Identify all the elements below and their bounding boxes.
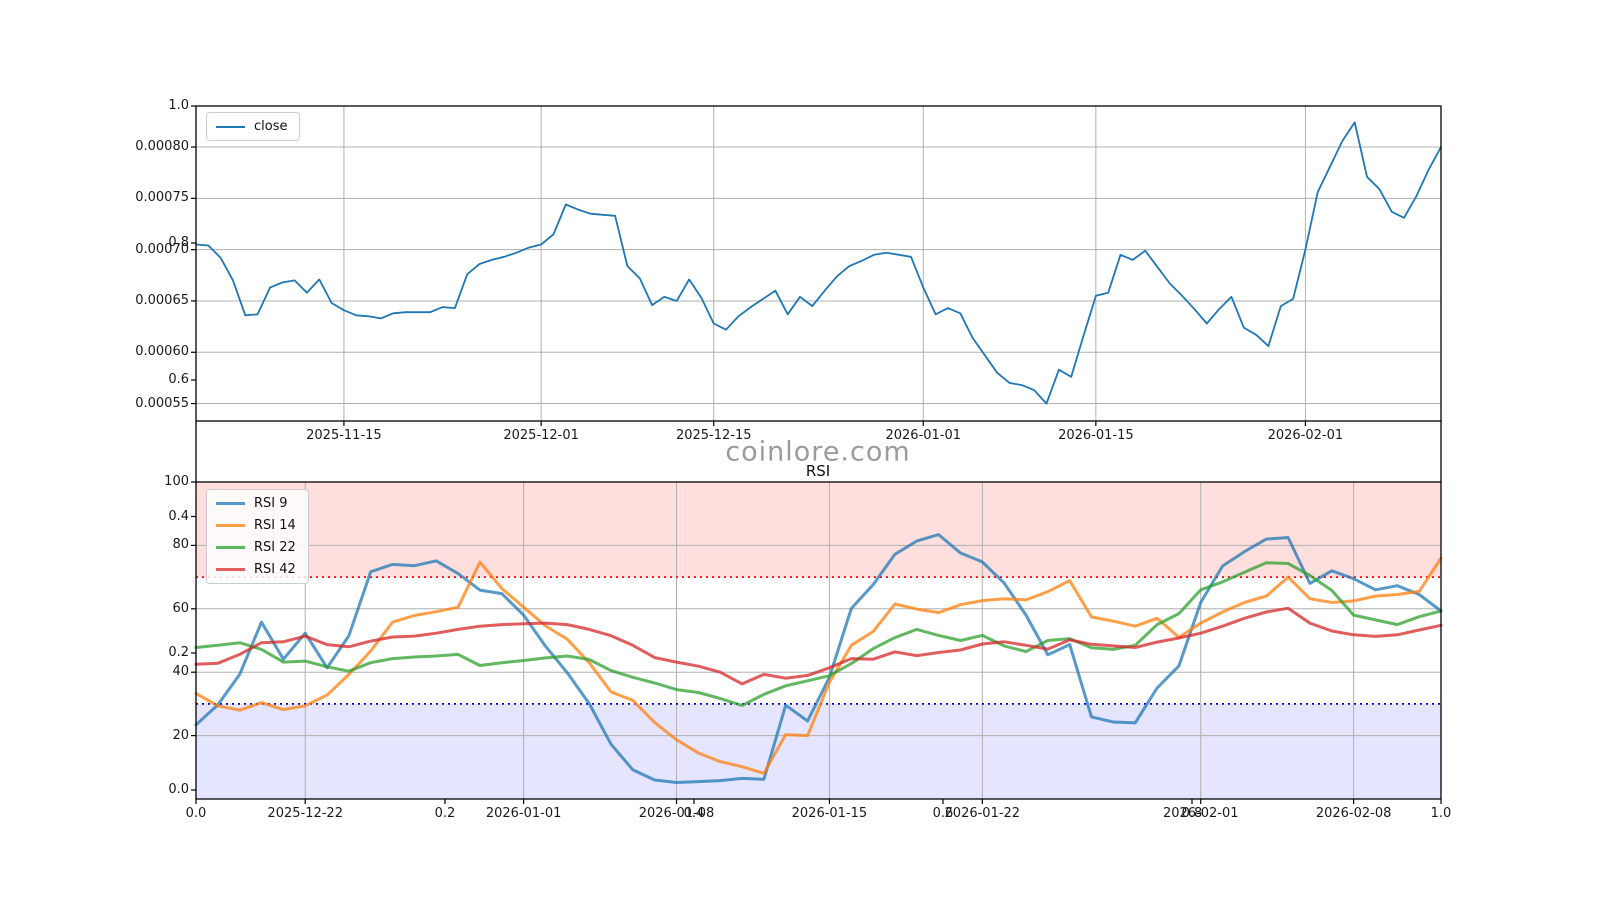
price-tick-label: 0.00070 — [135, 241, 189, 257]
legend-label: RSI 9 — [254, 496, 288, 511]
date-tick-label: 2025-12-15 — [675, 428, 752, 443]
rsi-legend: RSI 9 RSI 14 RSI 22 RSI 42 — [206, 489, 309, 584]
price-tick-label: 0.00055 — [135, 395, 189, 411]
price-tick-label: 0.00065 — [135, 292, 189, 308]
rsi-22-line — [194, 561, 1443, 707]
legend-line-swatch — [216, 546, 245, 549]
rsi-tick-label: 20 — [172, 727, 189, 743]
legend-item: RSI 9 — [216, 496, 296, 511]
date-tick-label: 2026-01-08 — [638, 806, 715, 821]
hidden-axis-y-tick-label: 0.2 — [168, 645, 189, 660]
legend-line-swatch — [216, 568, 245, 571]
date-tick-label: 2026-02-08 — [1315, 806, 1392, 821]
date-tick-label: 2026-01-01 — [485, 806, 562, 821]
hidden-axis-x-tick-label: 0.8 — [1181, 806, 1203, 821]
date-tick-label: 2026-01-22 — [944, 806, 1021, 821]
hidden-axis-x-tick-label: 1.0 — [1430, 806, 1452, 821]
rsi-tick-label: 40 — [172, 664, 189, 680]
date-tick-label: 2026-01-15 — [791, 806, 868, 821]
hidden-axis-y-tick-label: 0.4 — [168, 508, 189, 524]
legend-item: RSI 22 — [216, 540, 296, 555]
overbought-band — [196, 482, 1441, 578]
hidden-axis-x-tick-label: 0.0 — [185, 806, 207, 821]
hidden-axis-x-tick-label: 0.4 — [683, 806, 705, 821]
date-tick-label: 2025-12-22 — [267, 806, 343, 821]
legend-item: close — [216, 119, 287, 134]
date-tick-label: 2026-02-01 — [1267, 428, 1344, 443]
date-tick-label: 2026-01-15 — [1058, 428, 1134, 443]
rsi-chart-spine — [195, 481, 1442, 800]
legend-line-swatch — [216, 502, 245, 505]
rsi-tick-label: 80 — [172, 537, 189, 553]
date-tick-label: 2025-12-01 — [503, 428, 579, 443]
legend-label: close — [254, 119, 288, 134]
rsi-tick-label: 60 — [172, 600, 189, 616]
close-line — [195, 121, 1442, 405]
legend-line-swatch — [216, 524, 245, 527]
legend-line-swatch — [216, 125, 245, 128]
price-tick-label: 0.00080 — [135, 139, 189, 155]
legend-item: RSI 14 — [216, 518, 296, 533]
date-tick-label: 2025-11-15 — [306, 428, 382, 443]
legend-label: RSI 14 — [254, 518, 296, 533]
legend-label: RSI 42 — [254, 562, 296, 577]
legend-label: RSI 22 — [254, 540, 296, 555]
close-legend: close — [206, 112, 301, 141]
price-tick-label: 0.00075 — [135, 190, 189, 206]
hidden-axis-y-tick-label: 0.8 — [168, 235, 189, 250]
price-tick-label: 0.00060 — [135, 344, 189, 360]
rsi-9-line — [194, 533, 1443, 784]
rsi-chart-title: RSI — [805, 462, 831, 480]
date-tick-label: 2026-01-01 — [885, 428, 962, 443]
rsi-42-line — [194, 606, 1443, 686]
oversold-band — [196, 703, 1441, 799]
hidden-axis-y-tick-label: 0.0 — [168, 782, 189, 797]
rsi-14-line — [194, 556, 1443, 775]
legend-item: RSI 42 — [216, 562, 296, 577]
rsi-tick-label: 100 — [164, 474, 189, 489]
date-tick-label: 2026-02-01 — [1162, 806, 1239, 821]
hidden-axis-x-tick-label: 0.2 — [434, 806, 456, 821]
hidden-axis-x-tick-label: 0.6 — [932, 806, 954, 821]
hidden-axis-y-tick-label: 0.6 — [168, 372, 189, 387]
hidden-axis-y-tick-label: 1.0 — [168, 98, 189, 113]
watermark: coinlore.com — [725, 436, 911, 468]
top-chart-spine — [195, 105, 1442, 422]
